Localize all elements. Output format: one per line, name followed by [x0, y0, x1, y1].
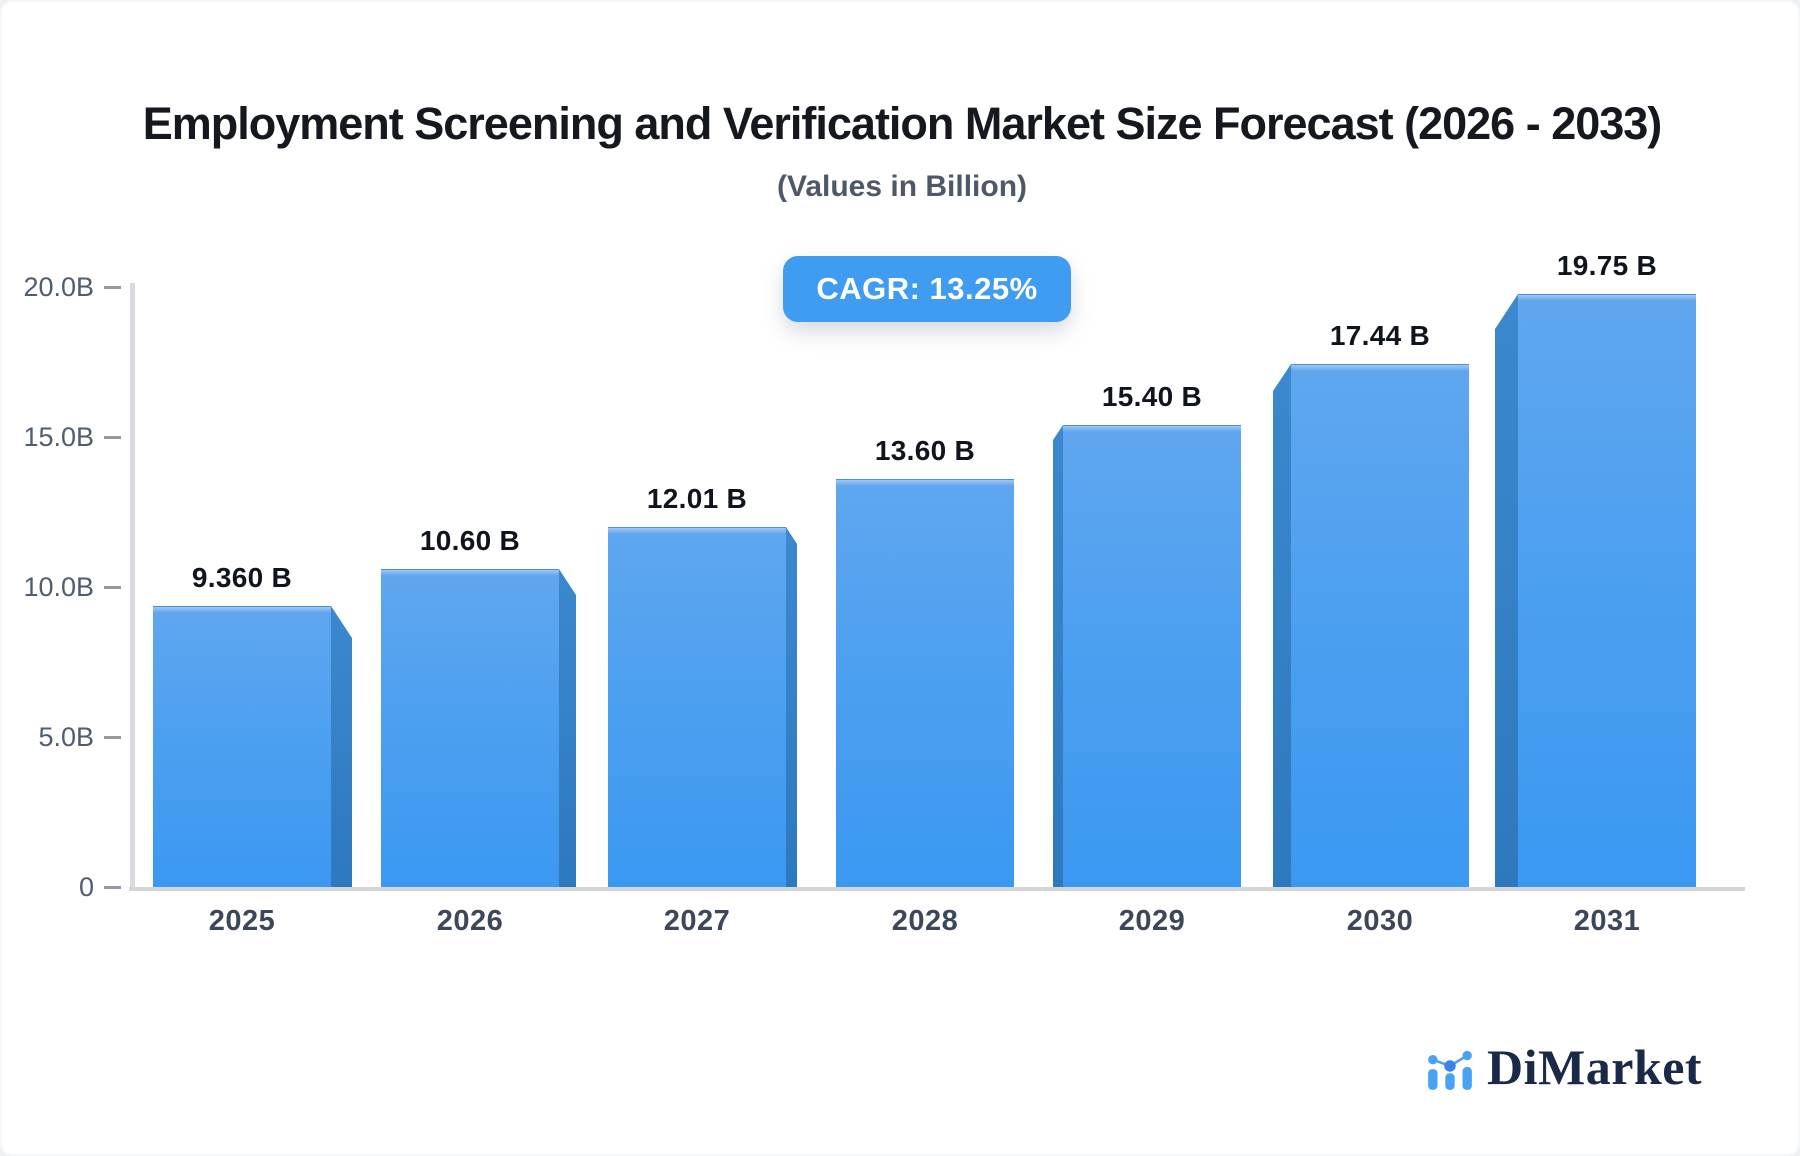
bar-value-label-2029: 15.40 B: [1101, 381, 1203, 412]
y-axis-tick-mark-10.0B: [104, 585, 121, 589]
bar-value-label-2025: 9.360 B: [191, 562, 293, 593]
y-axis-tick-mark-5.0B: [104, 735, 121, 739]
x-axis-label-2029: 2029: [1118, 905, 1186, 937]
bar-2030-side-face: [1273, 364, 1291, 887]
y-axis-tick-label-10.0B: 10.0B: [23, 572, 94, 602]
bar-2025: [153, 606, 331, 887]
bar-value-label-2026: 10.60 B: [419, 525, 521, 556]
bar-2030: [1291, 364, 1469, 887]
bar-2025-side-face: [331, 606, 352, 887]
chart-subtitle: (Values in Billion): [776, 170, 1028, 203]
y-axis-tick-label-5.0B: 5.0B: [38, 722, 94, 752]
bar-2027: [608, 527, 786, 887]
cagr-badge-label: CAGR: 13.25%: [816, 271, 1038, 306]
bar-value-label-2030: 17.44 B: [1329, 320, 1431, 351]
x-axis-label-2026: 2026: [436, 905, 504, 937]
bar-2029-side-face: [1053, 425, 1063, 887]
y-axis-line: [130, 283, 135, 889]
brand-logo-icon: [1428, 1050, 1472, 1090]
x-axis-label-2025: 2025: [208, 905, 276, 937]
chart-title: Employment Screening and Verification Ma…: [142, 98, 1663, 149]
bar-2027-side-face: [786, 527, 797, 887]
y-axis-tick-label-0: 0: [78, 872, 94, 902]
x-axis-label-2027: 2027: [663, 905, 731, 937]
bar-2026: [381, 569, 559, 887]
cagr-badge: CAGR: 13.25%: [783, 256, 1071, 322]
y-axis-tick-mark-20.0B: [104, 285, 121, 289]
brand-logo-text: DiMarket: [1487, 1039, 1703, 1095]
x-axis-label-2028: 2028: [891, 905, 959, 937]
y-axis-tick-label-20.0B: 20.0B: [23, 272, 94, 302]
brand-logo: DiMarket: [1426, 1038, 1702, 1096]
x-axis-baseline: [129, 887, 1745, 891]
bar-2026-side-face: [559, 569, 576, 887]
y-axis-tick-mark-15.0B: [104, 435, 121, 439]
bar-2031: [1518, 294, 1696, 887]
bar-2028: [836, 479, 1014, 887]
bar-value-label-2031: 19.75 B: [1556, 250, 1658, 281]
bar-2031-side-face: [1495, 294, 1518, 887]
bar-value-label-2028: 13.60 B: [874, 435, 976, 466]
x-axis-label-2030: 2030: [1346, 905, 1414, 937]
bar-2029: [1063, 425, 1241, 887]
bar-value-label-2027: 12.01 B: [646, 483, 748, 514]
y-axis-tick-mark-0: [104, 885, 121, 889]
y-axis-tick-label-15.0B: 15.0B: [23, 422, 94, 452]
x-axis-label-2031: 2031: [1573, 905, 1641, 937]
